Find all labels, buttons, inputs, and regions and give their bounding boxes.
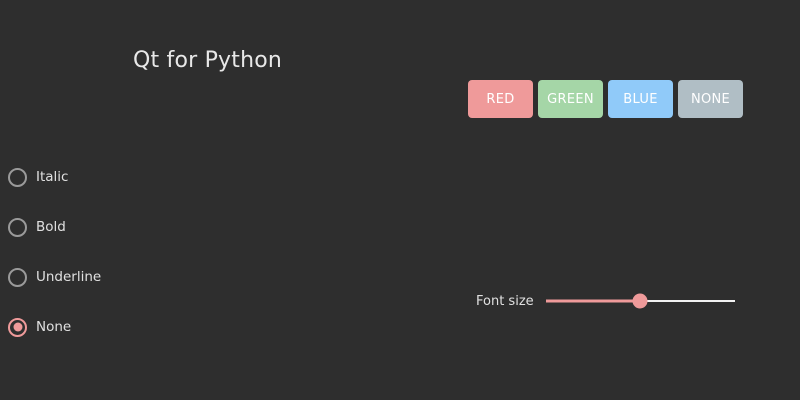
radio-circle-icon [8, 167, 27, 187]
radio-option-underline[interactable]: Underline [8, 264, 101, 290]
red-color-button-label: RED [486, 91, 515, 107]
radio-circle-icon [8, 267, 27, 287]
color-button-group: RED GREEN BLUE NONE [468, 80, 743, 118]
radio-circle-icon [8, 217, 27, 237]
radio-option-none-label: None [36, 319, 72, 335]
page-title: Qt for Python [133, 48, 283, 73]
radio-option-bold-label: Bold [36, 219, 66, 235]
radio-option-none[interactable]: None [8, 314, 101, 340]
font-size-slider[interactable] [545, 291, 735, 311]
none-color-button-label: NONE [690, 91, 731, 107]
green-color-button[interactable]: GREEN [538, 80, 603, 118]
green-color-button-label: GREEN [547, 91, 594, 107]
font-size-slider-row: Font size [476, 291, 735, 311]
red-color-button[interactable]: RED [468, 80, 533, 118]
slider-fill [545, 299, 641, 303]
slider-handle[interactable] [632, 293, 648, 309]
radio-circle-checked-icon [8, 317, 27, 337]
style-radio-group: Italic Bold Underline None [8, 164, 101, 340]
radio-option-italic[interactable]: Italic [8, 164, 101, 190]
blue-color-button-label: BLUE [623, 91, 658, 107]
radio-option-bold[interactable]: Bold [8, 214, 101, 240]
font-size-slider-label: Font size [476, 293, 534, 309]
blue-color-button[interactable]: BLUE [608, 80, 673, 118]
radio-option-italic-label: Italic [36, 169, 69, 185]
none-color-button[interactable]: NONE [678, 80, 743, 118]
radio-option-underline-label: Underline [36, 269, 102, 285]
